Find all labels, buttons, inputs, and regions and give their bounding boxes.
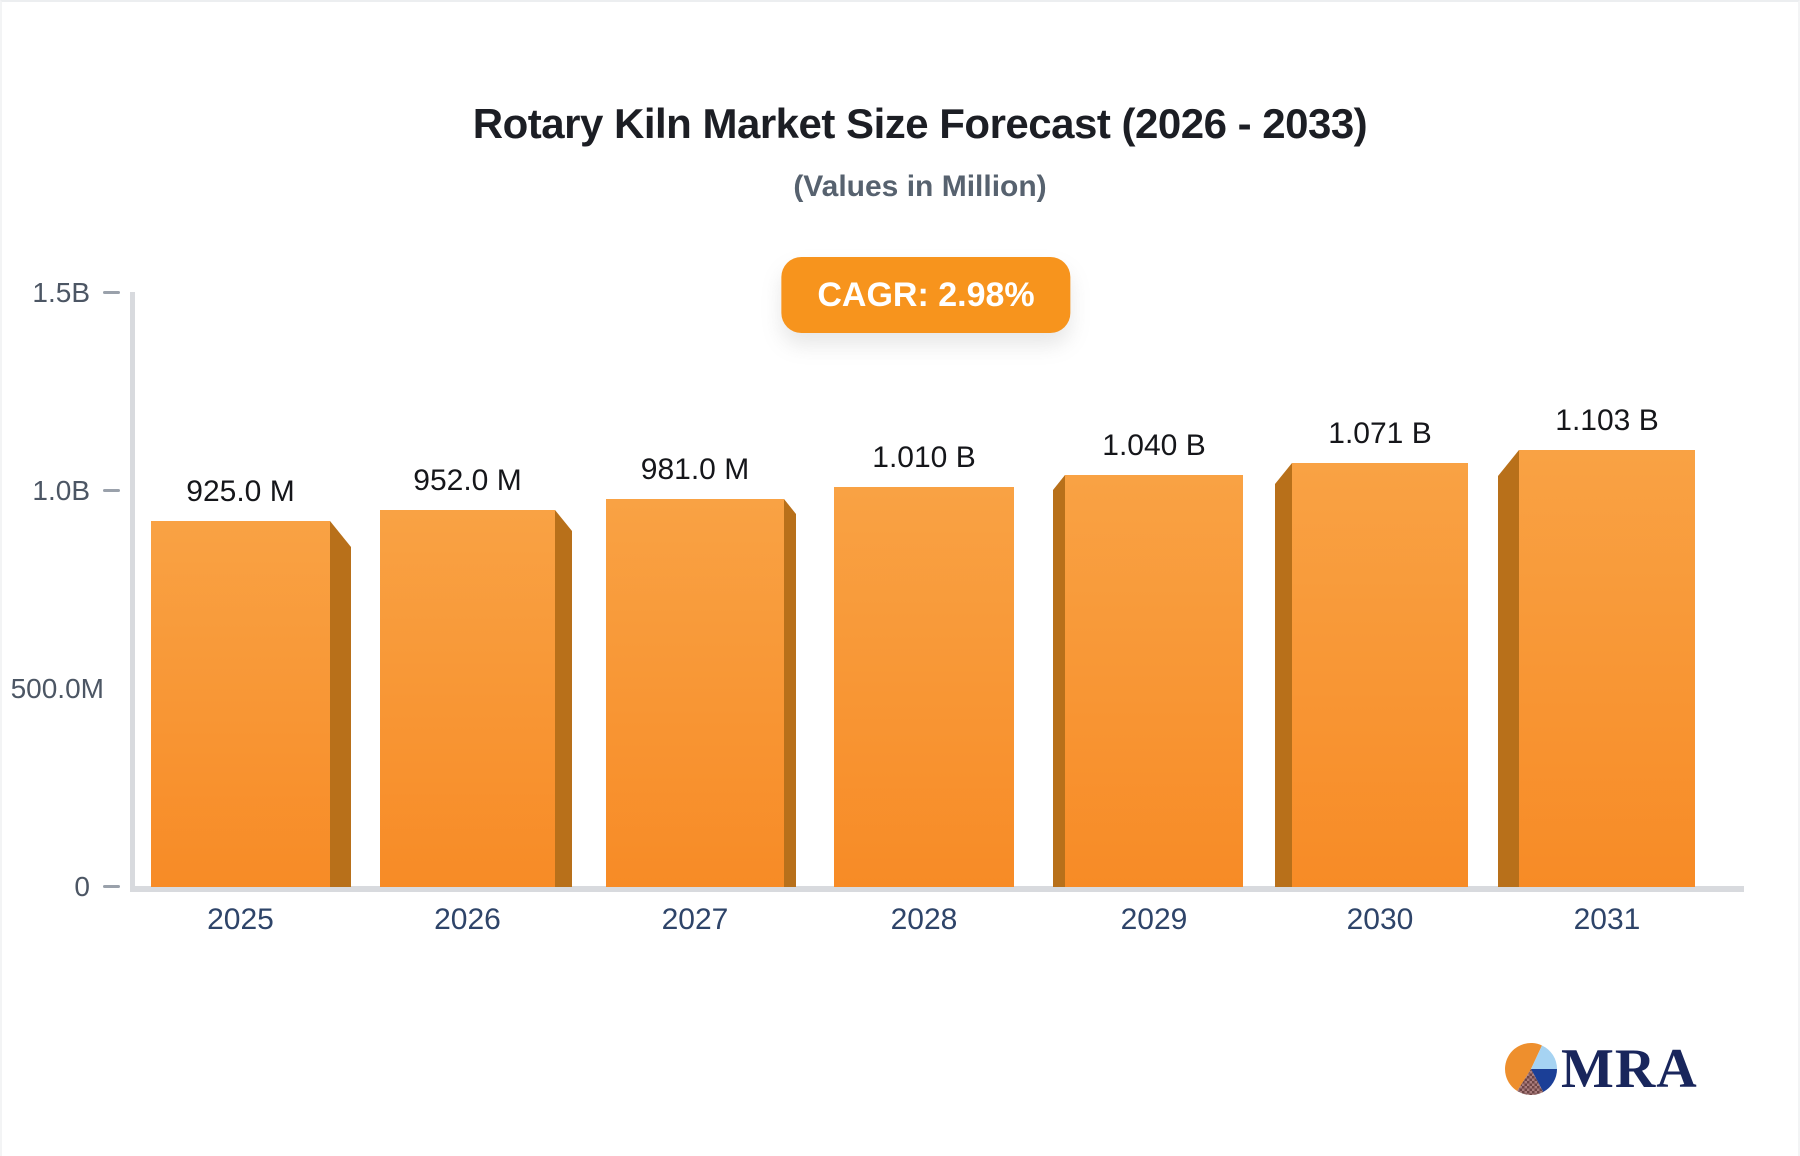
x-tick-label: 2026	[434, 903, 501, 936]
y-tick-dash	[103, 291, 120, 294]
bar-2025-side-face	[330, 521, 351, 887]
chart-subtitle: (Values in Million)	[793, 170, 1047, 203]
bar-2027[interactable]	[606, 499, 784, 887]
bar-2030-side-face	[1275, 463, 1292, 887]
x-tick-label: 2025	[207, 903, 274, 936]
bar-2029[interactable]	[1065, 475, 1243, 887]
y-tick-dash	[103, 885, 120, 888]
bar-2031[interactable]	[1519, 450, 1695, 887]
bar-2029-side-face	[1053, 475, 1065, 887]
mra-logo-text: MRA	[1561, 1038, 1698, 1100]
bar-2026-side-face	[555, 510, 572, 887]
bar-value-label: 925.0 M	[186, 475, 295, 508]
x-tick-label: 2029	[1120, 903, 1188, 936]
chart-title: Rotary Kiln Market Size Forecast (2026 -…	[472, 100, 1368, 147]
bar-2028[interactable]	[834, 487, 1014, 887]
y-tick-label: 500.0M	[10, 673, 104, 704]
cagr-badge: CAGR: 2.98%	[781, 257, 1071, 333]
bar-value-label: 1.040 B	[1102, 429, 1206, 462]
x-tick-label: 2027	[661, 903, 729, 936]
y-tick-dash	[103, 489, 120, 492]
y-tick-label: 1.5B	[32, 277, 90, 308]
bar-value-label: 1.071 B	[1328, 417, 1432, 450]
bar-2030[interactable]	[1292, 463, 1468, 887]
bar-2026[interactable]	[380, 510, 555, 887]
bar-value-label: 1.103 B	[1555, 404, 1659, 437]
mra-logo: MRA	[1502, 1036, 1698, 1102]
bar-value-label: 952.0 M	[413, 464, 522, 497]
y-tick-label: 0	[74, 871, 90, 902]
x-tick-label: 2030	[1346, 903, 1414, 936]
bar-2025[interactable]	[151, 521, 330, 887]
x-axis-baseline	[130, 886, 1744, 892]
bar-value-label: 981.0 M	[640, 453, 750, 486]
x-tick-label: 2028	[890, 903, 958, 936]
bar-2031-side-face	[1498, 450, 1519, 887]
x-tick-label: 2031	[1573, 903, 1641, 936]
bar-value-label: 1.010 B	[872, 441, 976, 474]
y-axis-line	[130, 292, 135, 889]
mra-logo-pie-icon	[1505, 1043, 1557, 1096]
y-tick-label: 1.0B	[32, 475, 90, 506]
bar-2027-side-face	[784, 499, 796, 887]
